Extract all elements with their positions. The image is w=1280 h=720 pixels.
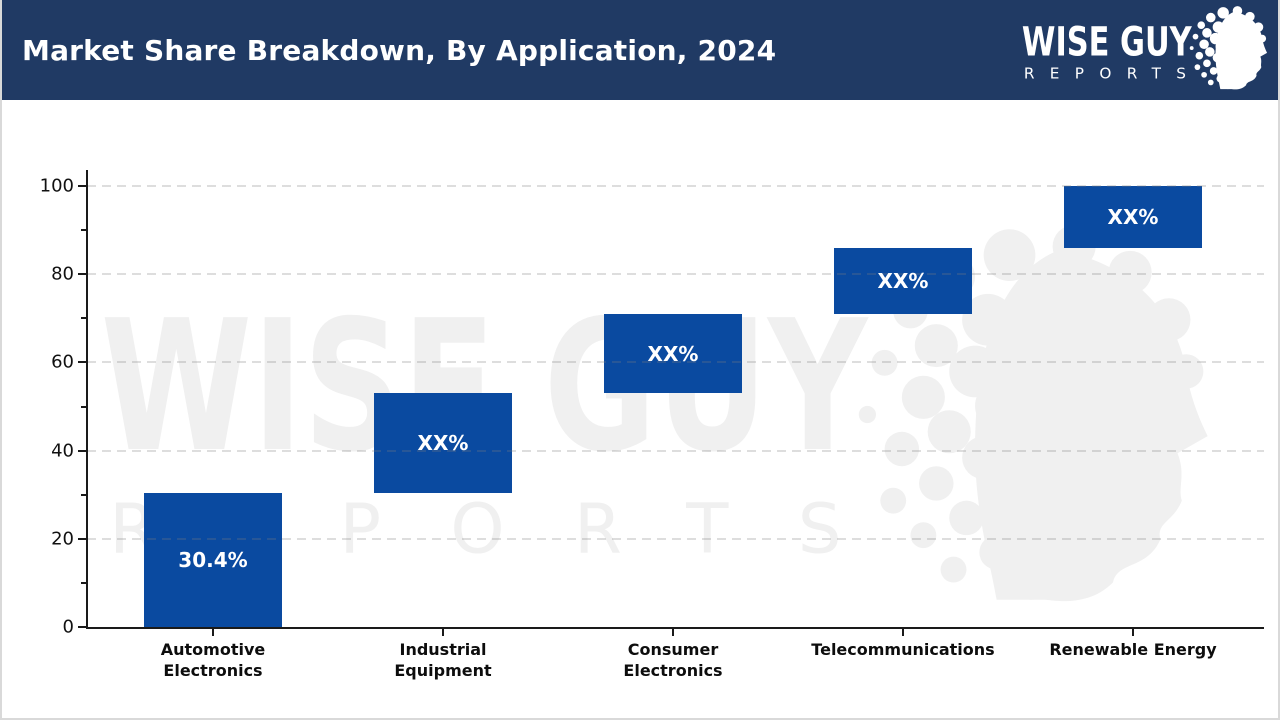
y-axis-label: 80 <box>51 263 74 285</box>
bar-value-label: XX% <box>647 341 699 366</box>
chart-title: Market Share Breakdown, By Application, … <box>22 33 777 67</box>
y-axis-tick-major <box>78 361 86 364</box>
gridline <box>87 449 1264 452</box>
y-axis-tick-minor <box>81 317 86 320</box>
gridline <box>87 185 1264 187</box>
chart-area: 30.4% Automotive Electronics XX% Industrial… <box>2 100 1278 718</box>
y-axis-tick-major <box>78 537 86 540</box>
y-axis-tick-major <box>78 449 86 452</box>
y-axis-tick-minor <box>81 581 86 584</box>
x-axis-tick <box>442 629 444 636</box>
category-label: Consumer Electronics <box>623 640 723 680</box>
y-axis-label: 0 <box>62 616 74 638</box>
y-axis-tick-major <box>78 626 86 628</box>
y-axis-tick-major <box>78 185 86 187</box>
y-axis-tick-minor <box>81 405 86 408</box>
y-axis-label: 100 <box>39 175 74 197</box>
y-axis-label: 20 <box>51 528 74 550</box>
x-axis-tick <box>1132 629 1134 636</box>
y-axis-label: 60 <box>51 351 74 373</box>
category-label: Automotive Electronics <box>160 640 266 680</box>
x-axis-line <box>86 627 1264 629</box>
header-bar: Market Share Breakdown, By Application, … <box>2 0 1278 100</box>
bar-value-label: XX% <box>1107 204 1159 229</box>
bar-value-label: 30.4% <box>178 547 248 572</box>
bar-value-label: XX% <box>417 431 469 456</box>
y-axis-tick-major <box>78 273 86 276</box>
category-label: Industrial Equipment <box>394 640 492 680</box>
x-axis-tick <box>672 629 674 636</box>
category-label: Telecommunications <box>811 640 995 659</box>
y-axis-label: 40 <box>51 440 74 462</box>
x-axis-tick <box>902 629 904 636</box>
y-axis-tick-minor <box>81 229 86 232</box>
x-axis-tick <box>212 629 214 636</box>
wiseguy-logo-icon <box>1021 6 1268 90</box>
gridline <box>87 273 1264 276</box>
y-axis-line <box>86 170 88 629</box>
category-label: Renewable Energy <box>1049 640 1217 659</box>
y-axis-tick-minor <box>81 493 86 496</box>
bar-value-label: XX% <box>877 268 929 293</box>
brand-logo <box>1020 6 1268 94</box>
gridline <box>87 537 1264 540</box>
